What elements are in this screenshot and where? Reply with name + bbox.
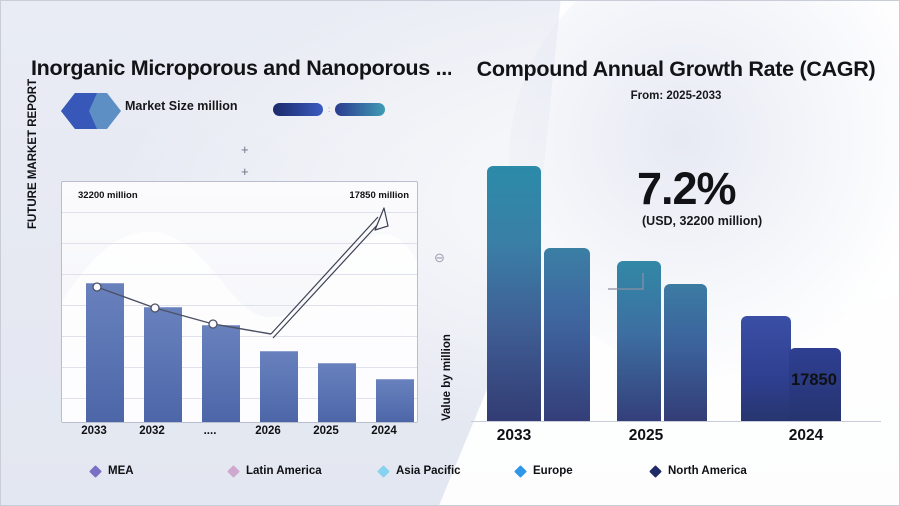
right-x-label-2025: 2025 bbox=[628, 427, 664, 444]
cagr-title: Compound Annual Growth Rate (CAGR) bbox=[476, 57, 876, 81]
brand-label: Market Size million bbox=[125, 99, 238, 113]
bar-2026 bbox=[260, 351, 298, 422]
legend-label: MEA bbox=[108, 465, 134, 477]
pill-indicator-primary bbox=[273, 103, 323, 116]
bar-2032 bbox=[144, 307, 182, 422]
right-bar-2025-low bbox=[664, 284, 707, 421]
pill-separator: : bbox=[328, 105, 331, 114]
x-label-1: 2032 bbox=[139, 425, 165, 437]
x-label-3: 2026 bbox=[255, 425, 281, 437]
legend-item-latin-america[interactable]: Latin America bbox=[227, 464, 322, 478]
right-bar-2033-low bbox=[544, 248, 590, 421]
minus-circle-icon: ⊖ bbox=[434, 250, 445, 265]
legend-label: Europe bbox=[533, 465, 573, 477]
left-chart-trend-line bbox=[92, 207, 389, 339]
right-bar-2025-high bbox=[617, 261, 661, 421]
x-label-4: 2025 bbox=[313, 425, 339, 437]
pill-indicator-group: : bbox=[273, 103, 386, 116]
x-label-5: 2024 bbox=[371, 425, 397, 437]
plus-decoration-icon: + bbox=[241, 164, 249, 179]
legend-label: North America bbox=[668, 465, 747, 477]
legend-swatch-icon bbox=[227, 464, 240, 478]
left-chart-annotation-end: 17850 million bbox=[349, 190, 409, 201]
x-label-2: .... bbox=[203, 425, 217, 437]
right-bar-2033-high bbox=[487, 166, 541, 421]
right-x-label-2033: 2033 bbox=[496, 427, 532, 444]
x-label-0: 2033 bbox=[81, 425, 107, 437]
hexagon-logo-icon bbox=[61, 93, 121, 129]
legend-item-mea[interactable]: MEA bbox=[89, 464, 134, 478]
right-bar-2024-high bbox=[741, 316, 791, 421]
left-chart-bars bbox=[70, 182, 414, 422]
legend-item-north-america[interactable]: North America bbox=[649, 464, 747, 478]
cagr-period: From: 2025-2033 bbox=[630, 90, 722, 102]
right-chart-data-label: 17850 bbox=[791, 371, 837, 389]
bar-2024 bbox=[376, 379, 414, 422]
legend-item-europe[interactable]: Europe bbox=[514, 464, 573, 478]
pill-indicator-secondary bbox=[335, 103, 386, 116]
cagr-note: (USD, 32200 million) bbox=[642, 214, 763, 228]
cagr-value: 7.2% bbox=[637, 163, 737, 214]
right-bar-2024-low bbox=[789, 348, 841, 421]
right-x-label-2024: 2024 bbox=[788, 427, 824, 444]
bar-mid bbox=[202, 325, 240, 422]
page-title: Inorganic Microporous and Nanoporous ... bbox=[31, 56, 451, 80]
bracket-decoration-icon bbox=[608, 273, 644, 290]
legend-swatch-icon bbox=[649, 464, 662, 478]
plus-decoration-icon: + bbox=[241, 142, 249, 157]
legend-swatch-icon bbox=[514, 464, 527, 478]
left-chart-panel: 32200 million 17850 million bbox=[61, 181, 418, 423]
right-chart-axis-line bbox=[471, 421, 881, 422]
right-chart-bars bbox=[471, 151, 881, 421]
bar-2025 bbox=[318, 363, 356, 422]
left-chart-y-axis-label: FUTURE MARKET REPORT bbox=[27, 78, 39, 229]
right-axis-label: Value by million bbox=[441, 334, 453, 421]
legend-item-asia-pacific[interactable]: Asia Pacific bbox=[377, 464, 461, 478]
legend-swatch-icon bbox=[89, 464, 102, 478]
left-chart-annotation-start: 32200 million bbox=[78, 190, 138, 201]
legend-label: Asia Pacific bbox=[396, 465, 461, 477]
legend-swatch-icon bbox=[377, 464, 390, 478]
left-chart-x-axis-labels: 2033 2032 .... 2026 2025 2024 bbox=[61, 425, 416, 443]
bar-2033 bbox=[86, 283, 124, 422]
legend-label: Latin America bbox=[246, 465, 322, 477]
chart-legend: MEA Latin America Asia Pacific Europe No… bbox=[61, 464, 841, 489]
